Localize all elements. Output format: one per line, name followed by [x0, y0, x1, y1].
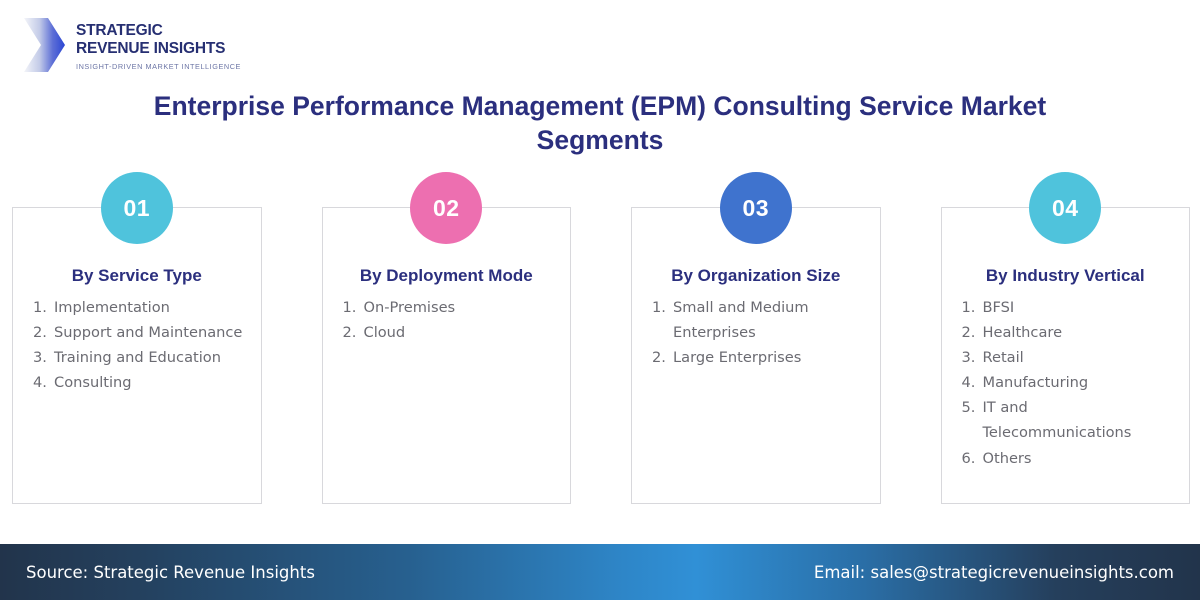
- list-item: 5. IT and Telecommunications: [962, 395, 1180, 445]
- segment-item-list: 1. On-Premises 2. Cloud: [323, 295, 571, 345]
- footer-bar: Source: Strategic Revenue Insights Email…: [0, 544, 1200, 600]
- list-item-number: 1.: [961, 299, 976, 316]
- segment-card-heading: By Organization Size: [671, 266, 841, 285]
- list-item: 2. Large Enterprises: [652, 345, 870, 370]
- page-title: Enterprise Performance Management (EPM) …: [153, 91, 1047, 155]
- segment-card[interactable]: 03 By Organization Size 1. Small and Medium…: [631, 172, 881, 504]
- list-item-number: 4.: [33, 374, 47, 392]
- list-item: 4. Consulting: [33, 370, 251, 395]
- list-item-number: 2.: [961, 324, 976, 342]
- segment-card[interactable]: 02 By Deployment Mode 1. On-Premises 2. Cloud: [321, 172, 571, 504]
- list-item-label: Healthcare: [982, 324, 1063, 342]
- list-item-number: 1.: [342, 299, 357, 316]
- list-item-number: 2.: [652, 349, 666, 367]
- list-item-number: 2.: [342, 324, 357, 342]
- list-item-label: Cloud: [363, 324, 406, 342]
- list-item: 2. Healthcare: [962, 320, 1180, 345]
- list-item-label: Support and Maintenance: [54, 324, 243, 342]
- list-item-number: 2.: [33, 324, 47, 342]
- segment-number-badge: 04: [1029, 172, 1102, 244]
- list-item-label: Small and Medium Enterprises: [673, 299, 809, 342]
- list-item-number: 3.: [33, 349, 47, 367]
- segment-item-list: 1. BFSI 2. Healthcare 3. Retail 4. Manufacturin…: [942, 295, 1190, 471]
- list-item-number: 4.: [961, 374, 976, 392]
- list-item-label: Implementation: [54, 299, 170, 316]
- list-item-label: Others: [982, 449, 1032, 467]
- segment-card-heading: By Deployment Mode: [359, 266, 533, 285]
- list-item: 4. Manufacturing: [962, 370, 1180, 395]
- list-item-label: Consulting: [54, 374, 132, 392]
- list-item-label: IT and Telecommunications: [982, 399, 1132, 442]
- list-item: 1. Small and Medium Enterprises: [652, 295, 870, 345]
- brand-tagline: INSIGHT-DRIVEN MARKET INTELLIGENCE: [76, 62, 241, 71]
- segment-number-badge: 02: [410, 172, 483, 244]
- list-item-number: 1.: [652, 299, 666, 316]
- brand-wordmark: STRATEGIC REVENUE INSIGHTS INSIGHT-DRIVE…: [76, 16, 241, 71]
- list-item-number: 1.: [33, 299, 47, 316]
- list-item-label: Training and Education: [54, 349, 221, 367]
- segment-item-list: 1. Implementation 2. Support and Maintenanc…: [13, 295, 261, 395]
- brand-line-2: REVENUE INSIGHTS: [76, 39, 226, 57]
- list-item: 2. Support and Maintenance: [33, 320, 251, 345]
- list-item-number: 5.: [961, 399, 976, 417]
- list-item-label: Manufacturing: [982, 374, 1089, 392]
- segment-card[interactable]: 01 By Service Type 1. Implementation 2. Suppo…: [12, 172, 262, 504]
- segment-card-heading: By Industry Vertical: [985, 266, 1145, 285]
- list-item: 3. Training and Education: [33, 345, 251, 370]
- segment-card[interactable]: 04 By Industry Vertical 1. BFSI 2. Healthcare…: [940, 172, 1190, 504]
- segment-item-list: 1. Small and Medium Enterprises 2. Large En…: [632, 295, 880, 370]
- footer-source: Source: Strategic Revenue Insights: [26, 562, 315, 582]
- list-item: 2. Cloud: [343, 320, 561, 345]
- footer-email: Email: sales@strategicrevenueinsights.co…: [813, 562, 1174, 582]
- brand-logo: STRATEGIC REVENUE INSIGHTS INSIGHT-DRIVE…: [22, 16, 241, 74]
- segment-card-heading: By Service Type: [71, 266, 202, 285]
- list-item: 1. BFSI: [962, 295, 1180, 320]
- chevron-arrow-logo-icon: [22, 16, 66, 74]
- list-item: 6. Others: [962, 446, 1180, 471]
- list-item-label: Large Enterprises: [673, 349, 802, 367]
- list-item: 1. Implementation: [33, 295, 251, 320]
- segment-number-badge: 03: [719, 172, 792, 244]
- list-item-label: BFSI: [982, 299, 1015, 316]
- brand-line-1: STRATEGIC: [76, 22, 163, 39]
- list-item-label: On-Premises: [363, 299, 456, 316]
- list-item: 3. Retail: [962, 345, 1180, 370]
- list-item-number: 6.: [961, 449, 976, 467]
- segment-number-badge: 01: [100, 172, 173, 244]
- list-item-label: Retail: [982, 349, 1024, 367]
- list-item: 1. On-Premises: [343, 295, 561, 320]
- list-item-number: 3.: [961, 349, 976, 367]
- segment-card-grid: 01 By Service Type 1. Implementation 2. Suppo…: [12, 172, 1190, 504]
